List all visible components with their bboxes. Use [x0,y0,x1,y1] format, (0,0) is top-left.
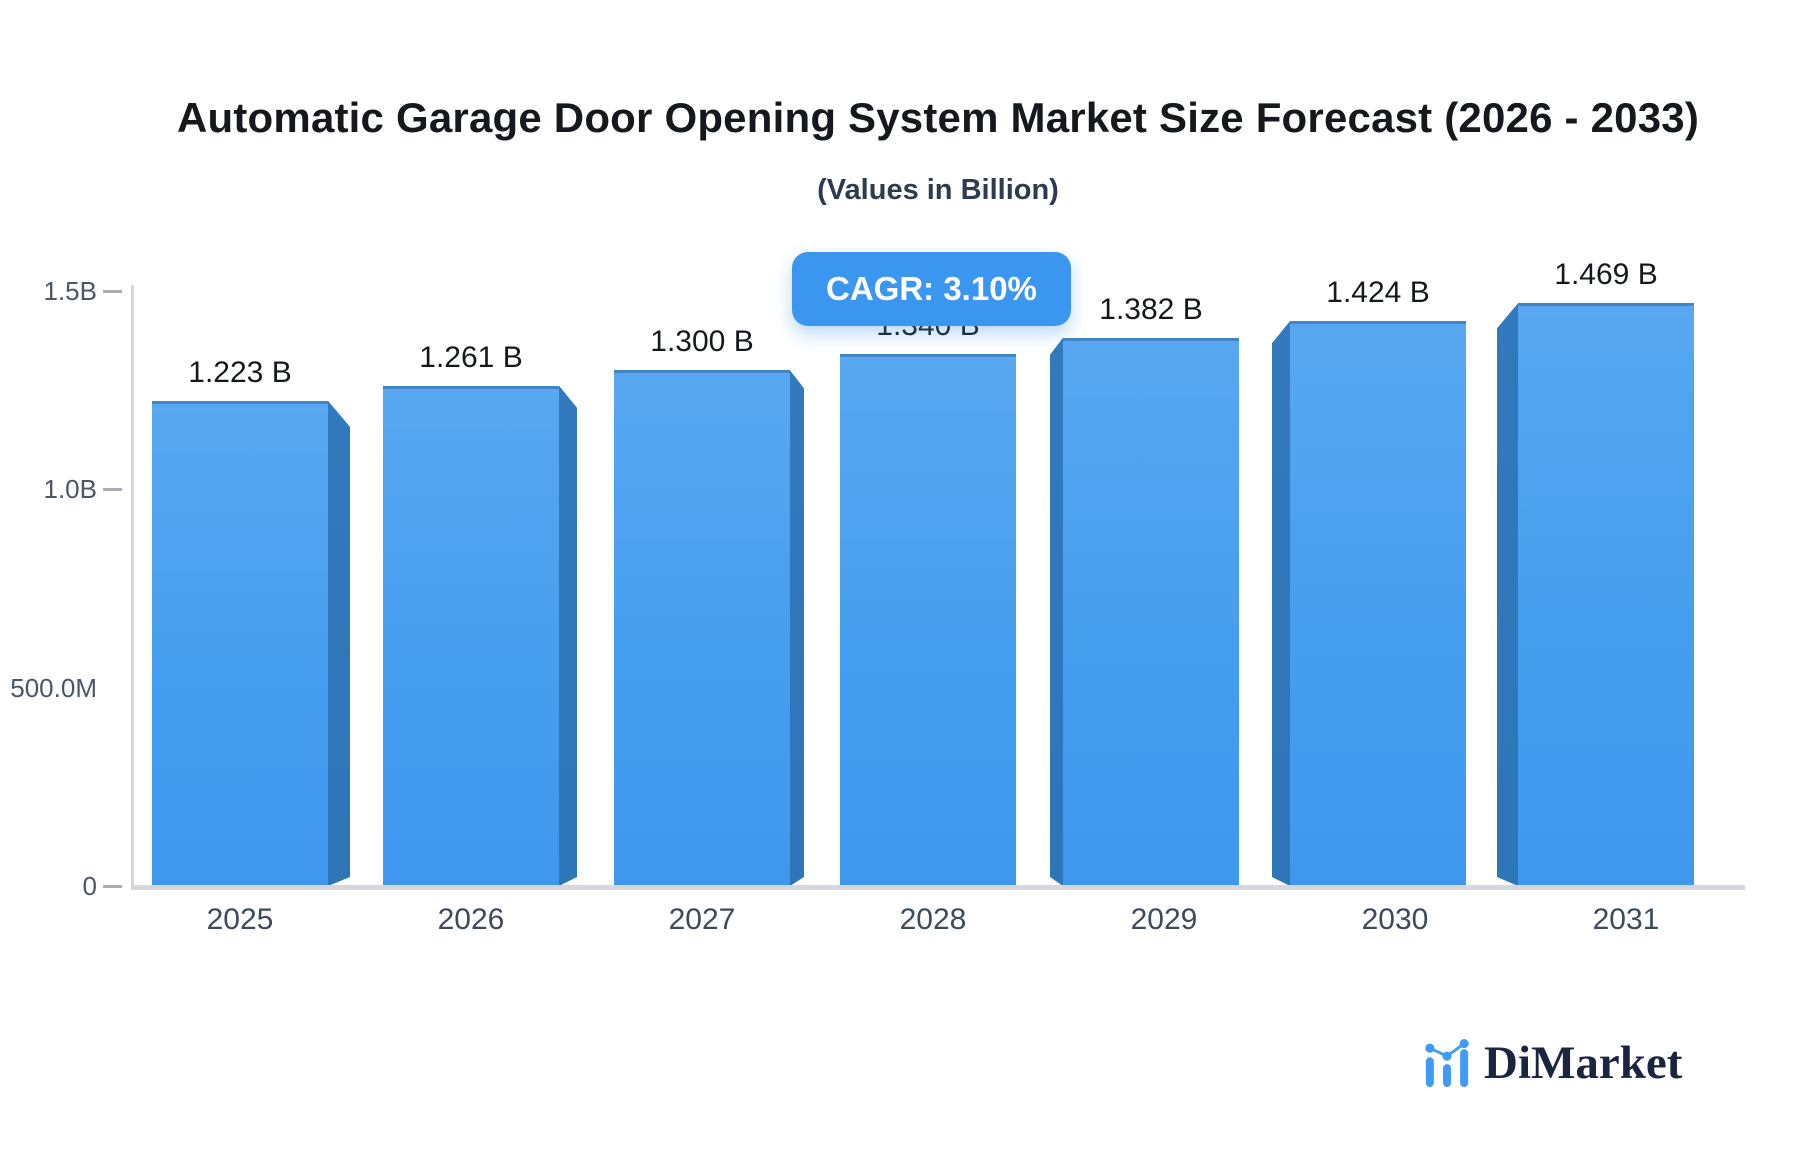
x-axis-label-2031: 2031 [1592,903,1660,936]
bar-side-2031 [1497,303,1518,886]
y-axis-tick [103,488,122,492]
bar-2029[interactable] [1063,337,1239,886]
x-axis-label-2030: 2030 [1361,903,1429,936]
bar-side-2027 [790,370,804,886]
value-label-2025: 1.223 B [188,355,292,389]
logo-text: DiMarket [1484,1037,1683,1089]
bar-2027[interactable] [614,370,790,886]
y-axis-label-1.5B: 1.5B [43,276,98,306]
cagr-badge-label: CAGR: 3.10% [826,270,1037,307]
bar-2031[interactable] [1518,303,1694,886]
bar-side-2025 [328,401,350,886]
cagr-badge: CAGR: 3.10% [792,252,1071,326]
bar-side-2030 [1272,321,1290,886]
y-axis-label-1.0B: 1.0B [43,474,98,505]
value-label-2031: 1.469 B [1554,258,1658,292]
bar-2026[interactable] [383,385,559,886]
y-axis-line [131,285,134,890]
value-label-2026: 1.261 B [419,340,523,374]
bar-2030[interactable] [1290,321,1466,886]
dimarket-logo: DiMarket [1424,1038,1682,1088]
y-axis-tick [103,885,122,888]
bar-2025[interactable] [152,400,328,886]
x-axis-label-2028: 2028 [899,903,967,936]
x-axis-label-2029: 2029 [1130,903,1198,936]
y-axis-tick [103,290,122,293]
x-axis-label-2025: 2025 [206,903,274,936]
bar-side-2029 [1050,338,1063,886]
x-axis-label-2026: 2026 [437,903,505,936]
value-label-2027: 1.300 B [650,325,754,359]
bar-side-2026 [559,386,577,886]
value-label-2030: 1.424 B [1326,276,1430,310]
x-axis-label-2027: 2027 [668,903,736,936]
y-axis-label-0: 0 [82,871,97,901]
x-axis-line [131,885,1745,890]
value-label-2029: 1.382 B [1099,292,1203,326]
chart-title: Automatic Garage Door Opening System Mar… [176,94,1700,141]
bar-2028[interactable] [840,354,1016,886]
chart-subtitle: (Values in Billion) [817,174,1059,206]
bar-chart-logo-icon [1425,1039,1469,1087]
y-axis-label-500.0M: 500.0M [10,672,97,703]
